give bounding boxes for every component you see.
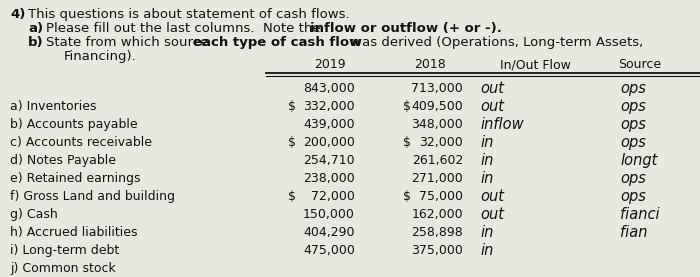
Text: d) Notes Payable: d) Notes Payable [10,154,116,167]
Text: ops: ops [620,189,646,204]
Text: inflow or outflow (+ or -).: inflow or outflow (+ or -). [310,22,502,35]
Text: a) Inventories: a) Inventories [10,100,97,113]
Text: ops: ops [620,135,646,150]
Text: 332,000: 332,000 [303,100,355,113]
Text: b): b) [28,36,43,49]
Text: fianci: fianci [620,207,659,222]
Text: f) Gross Land and building: f) Gross Land and building [10,190,175,203]
Text: out: out [480,99,504,114]
Text: Source: Source [618,58,662,71]
Text: in: in [480,243,494,258]
Text: inflow: inflow [480,117,524,132]
Text: 32,000: 32,000 [419,136,463,149]
Text: 261,602: 261,602 [412,154,463,167]
Text: 72,000: 72,000 [311,190,355,203]
Text: $: $ [403,136,411,149]
Text: 162,000: 162,000 [412,208,463,221]
Text: $: $ [288,100,296,113]
Text: $: $ [288,136,296,149]
Text: in: in [480,225,494,240]
Text: 4): 4) [10,8,25,21]
Text: 254,710: 254,710 [303,154,355,167]
Text: 348,000: 348,000 [412,118,463,131]
Text: 2019: 2019 [314,58,346,71]
Text: This questions is about statement of cash flows.: This questions is about statement of cas… [28,8,349,21]
Text: h) Accrued liabilities: h) Accrued liabilities [10,226,137,239]
Text: Financing).: Financing). [64,50,136,63]
Text: 258,898: 258,898 [412,226,463,239]
Text: 439,000: 439,000 [303,118,355,131]
Text: 2018: 2018 [414,58,446,71]
Text: $: $ [288,190,296,203]
Text: 271,000: 271,000 [412,172,463,185]
Text: i) Long-term debt: i) Long-term debt [10,244,119,257]
Text: 200,000: 200,000 [303,136,355,149]
Text: $: $ [403,190,411,203]
Text: 375,000: 375,000 [411,244,463,257]
Text: longt: longt [620,153,657,168]
Text: 843,000: 843,000 [303,82,355,95]
Text: j) Common stock: j) Common stock [10,262,116,275]
Text: out: out [480,81,504,96]
Text: ops: ops [620,99,646,114]
Text: Please fill out the last columns.  Note the: Please fill out the last columns. Note t… [46,22,325,35]
Text: ops: ops [620,171,646,186]
Text: In/Out Flow: In/Out Flow [500,58,570,71]
Text: 150,000: 150,000 [303,208,355,221]
Text: in: in [480,171,494,186]
Text: in: in [480,135,494,150]
Text: 475,000: 475,000 [303,244,355,257]
Text: b) Accounts payable: b) Accounts payable [10,118,138,131]
Text: out: out [480,207,504,222]
Text: 238,000: 238,000 [303,172,355,185]
Text: out: out [480,189,504,204]
Text: 404,290: 404,290 [304,226,355,239]
Text: in: in [480,153,494,168]
Text: was derived (Operations, Long-term Assets,: was derived (Operations, Long-term Asset… [347,36,643,49]
Text: each type of cash flow: each type of cash flow [193,36,361,49]
Text: fian: fian [620,225,648,240]
Text: State from which source: State from which source [46,36,213,49]
Text: c) Accounts receivable: c) Accounts receivable [10,136,152,149]
Text: g) Cash: g) Cash [10,208,57,221]
Text: ops: ops [620,117,646,132]
Text: 713,000: 713,000 [412,82,463,95]
Text: e) Retained earnings: e) Retained earnings [10,172,141,185]
Text: ops: ops [620,81,646,96]
Text: 409,500: 409,500 [412,100,463,113]
Text: $: $ [403,100,411,113]
Text: 75,000: 75,000 [419,190,463,203]
Text: a): a) [28,22,43,35]
